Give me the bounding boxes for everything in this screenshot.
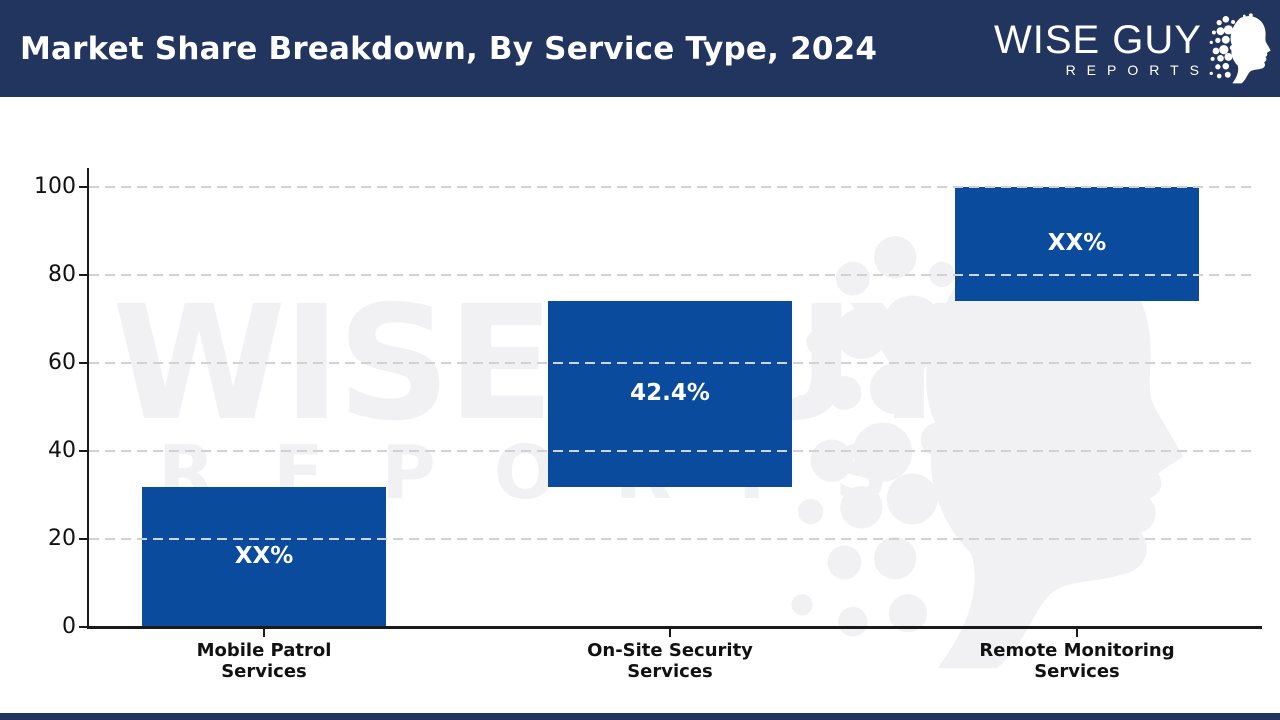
- gridline-y60: [89, 362, 1256, 364]
- bar-value-label: 42.4%: [630, 379, 710, 406]
- x-tick-2: [1076, 629, 1078, 637]
- header-bar: Market Share Breakdown, By Service Type,…: [0, 0, 1280, 97]
- bar-value-label: XX%: [234, 543, 294, 570]
- watermark-text: WISE GUY: [112, 272, 966, 456]
- page-title: Market Share Breakdown, By Service Type,…: [20, 30, 878, 67]
- y-tick-label-0: 0: [62, 614, 76, 639]
- y-tick-label-40: 40: [48, 438, 76, 463]
- footer-accent-bar: [0, 713, 1280, 720]
- gridline-y20: [89, 538, 1256, 540]
- y-tick-label-20: 20: [48, 526, 76, 551]
- y-tick-label-100: 100: [34, 174, 76, 199]
- y-tick-label-80: 80: [48, 262, 76, 287]
- x-axis-line: [87, 626, 1262, 629]
- x-category-label-line: On-Site Security: [587, 640, 753, 661]
- dotted-head-icon: [1206, 11, 1272, 87]
- y-tick-0: [79, 626, 88, 628]
- x-category-label-line: Mobile Patrol: [196, 640, 332, 661]
- y-tick-80: [79, 274, 88, 276]
- x-category-label: Mobile Patrol Services: [114, 640, 414, 682]
- y-tick-label-60: 60: [48, 350, 76, 375]
- x-category-label-line: Services: [1034, 661, 1120, 682]
- bar-segment: XX%: [142, 487, 386, 627]
- x-category-label-line: Services: [221, 661, 307, 682]
- bar-value-label: XX%: [1047, 229, 1107, 256]
- y-tick-20: [79, 538, 88, 540]
- x-category-label-line: Services: [627, 661, 713, 682]
- gridline-y40: [89, 450, 1256, 452]
- x-category-label: Remote Monitoring Services: [927, 640, 1227, 682]
- y-tick-100: [79, 186, 88, 188]
- bar-segment: XX%: [955, 187, 1199, 301]
- brand-name: WISE GUY: [993, 17, 1202, 62]
- x-category-label-line: Remote Monitoring: [979, 640, 1175, 661]
- brand-logo-text: WISE GUY REPORTS: [994, 20, 1202, 78]
- brand-logo: WISE GUY REPORTS: [994, 0, 1272, 97]
- x-tick-0: [263, 629, 265, 637]
- gridline-y100: [89, 186, 1256, 188]
- x-category-label: On-Site Security Services: [520, 640, 820, 682]
- y-tick-60: [79, 362, 88, 364]
- y-axis-line: [87, 168, 89, 629]
- x-tick-1: [669, 629, 671, 637]
- brand-subname: REPORTS: [1065, 61, 1210, 78]
- y-tick-40: [79, 450, 88, 452]
- bar-segment: 42.4%: [548, 300, 792, 488]
- gridline-y80: [89, 274, 1256, 276]
